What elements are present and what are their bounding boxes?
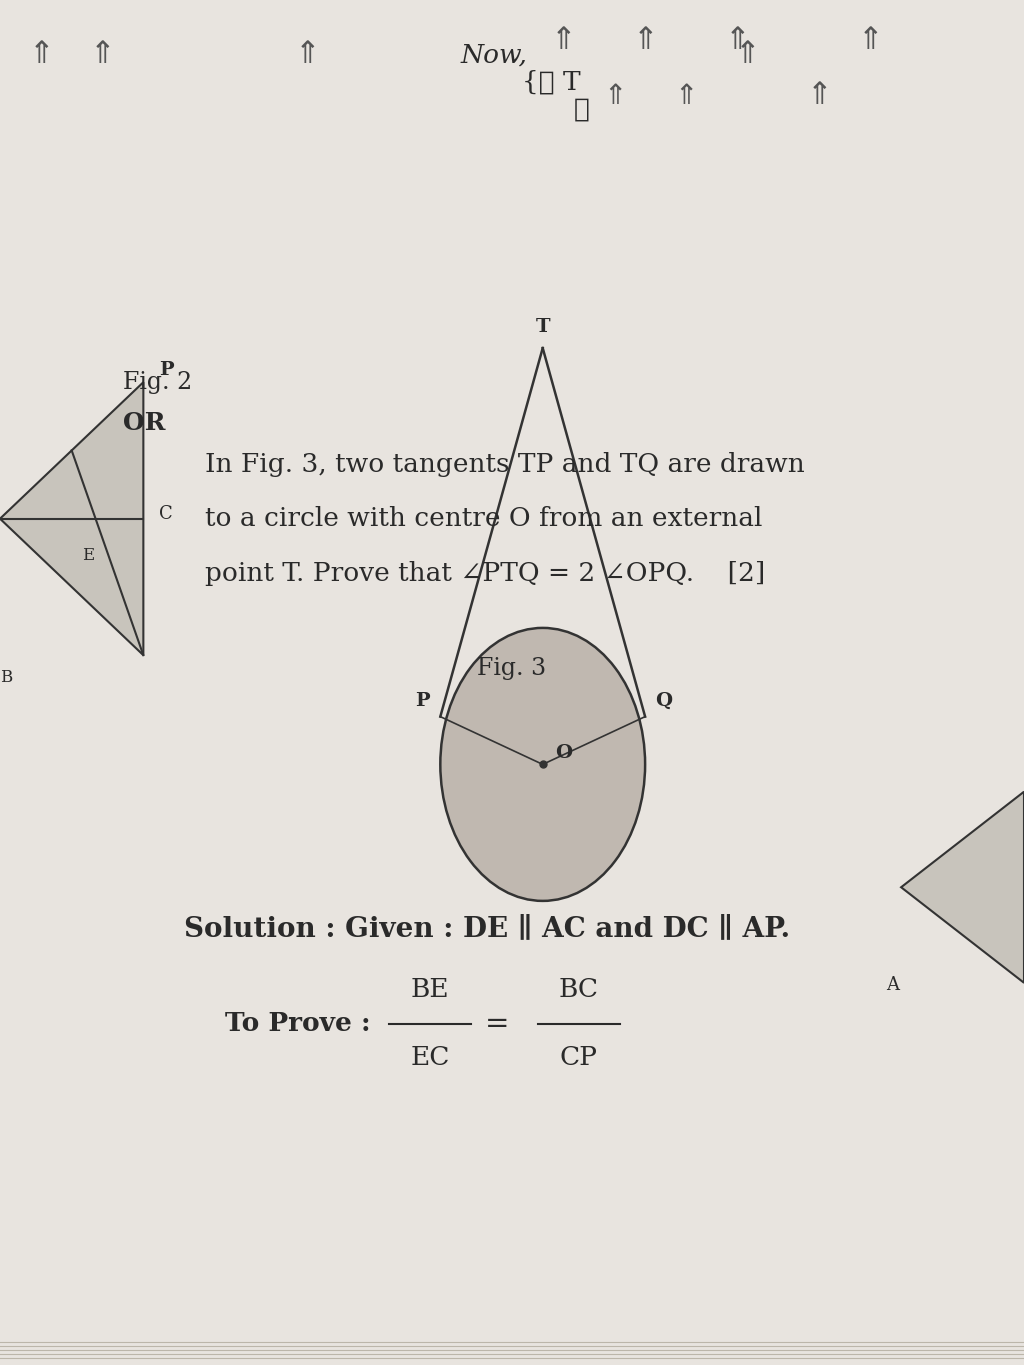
Text: ⇑: ⇑ bbox=[858, 26, 883, 56]
Text: to a circle with centre O from an external: to a circle with centre O from an extern… bbox=[205, 506, 762, 531]
Text: O: O bbox=[555, 744, 572, 762]
Text: {∵ T: {∵ T bbox=[522, 70, 581, 94]
Text: ⇑: ⇑ bbox=[675, 82, 697, 109]
Text: ⇑: ⇑ bbox=[90, 40, 115, 70]
Text: CP: CP bbox=[559, 1046, 598, 1070]
Text: =: = bbox=[484, 1010, 509, 1037]
Text: point T. Prove that ∠PTQ = 2 ∠OPQ.    [2]: point T. Prove that ∠PTQ = 2 ∠OPQ. [2] bbox=[205, 561, 765, 586]
Text: Solution : Given : DE ∥ AC and DC ∥ AP.: Solution : Given : DE ∥ AC and DC ∥ AP. bbox=[184, 915, 791, 942]
Text: Now,: Now, bbox=[461, 42, 527, 67]
Text: T: T bbox=[536, 318, 550, 336]
FancyBboxPatch shape bbox=[10, 14, 1014, 1351]
Text: ⇑: ⇑ bbox=[295, 40, 319, 70]
Text: P: P bbox=[159, 362, 173, 379]
Text: To Prove :: To Prove : bbox=[225, 1011, 371, 1036]
Text: OR: OR bbox=[123, 411, 166, 435]
Text: ⇑: ⇑ bbox=[807, 81, 831, 111]
Text: ⇑: ⇑ bbox=[551, 26, 575, 56]
Polygon shape bbox=[0, 382, 143, 655]
Text: In Fig. 3, two tangents TP and TQ are drawn: In Fig. 3, two tangents TP and TQ are dr… bbox=[205, 452, 805, 476]
Text: ⇑: ⇑ bbox=[633, 26, 657, 56]
Text: BC: BC bbox=[558, 977, 599, 1002]
Text: EC: EC bbox=[411, 1046, 450, 1070]
Text: Q: Q bbox=[655, 692, 673, 710]
Text: Fig. 3: Fig. 3 bbox=[477, 658, 547, 680]
Text: E: E bbox=[82, 546, 94, 564]
Circle shape bbox=[440, 628, 645, 901]
Text: ⇑: ⇑ bbox=[29, 40, 53, 70]
Text: B: B bbox=[0, 669, 12, 687]
Text: BE: BE bbox=[411, 977, 450, 1002]
Text: ⇑: ⇑ bbox=[725, 26, 750, 56]
Text: P: P bbox=[415, 692, 429, 710]
Text: A: A bbox=[886, 976, 899, 994]
Text: ⇑: ⇑ bbox=[735, 40, 760, 70]
Polygon shape bbox=[901, 792, 1024, 983]
Text: ∴: ∴ bbox=[573, 97, 590, 121]
Text: C: C bbox=[159, 505, 172, 523]
Text: Fig. 2: Fig. 2 bbox=[123, 371, 193, 393]
Text: ⇑: ⇑ bbox=[603, 82, 626, 109]
